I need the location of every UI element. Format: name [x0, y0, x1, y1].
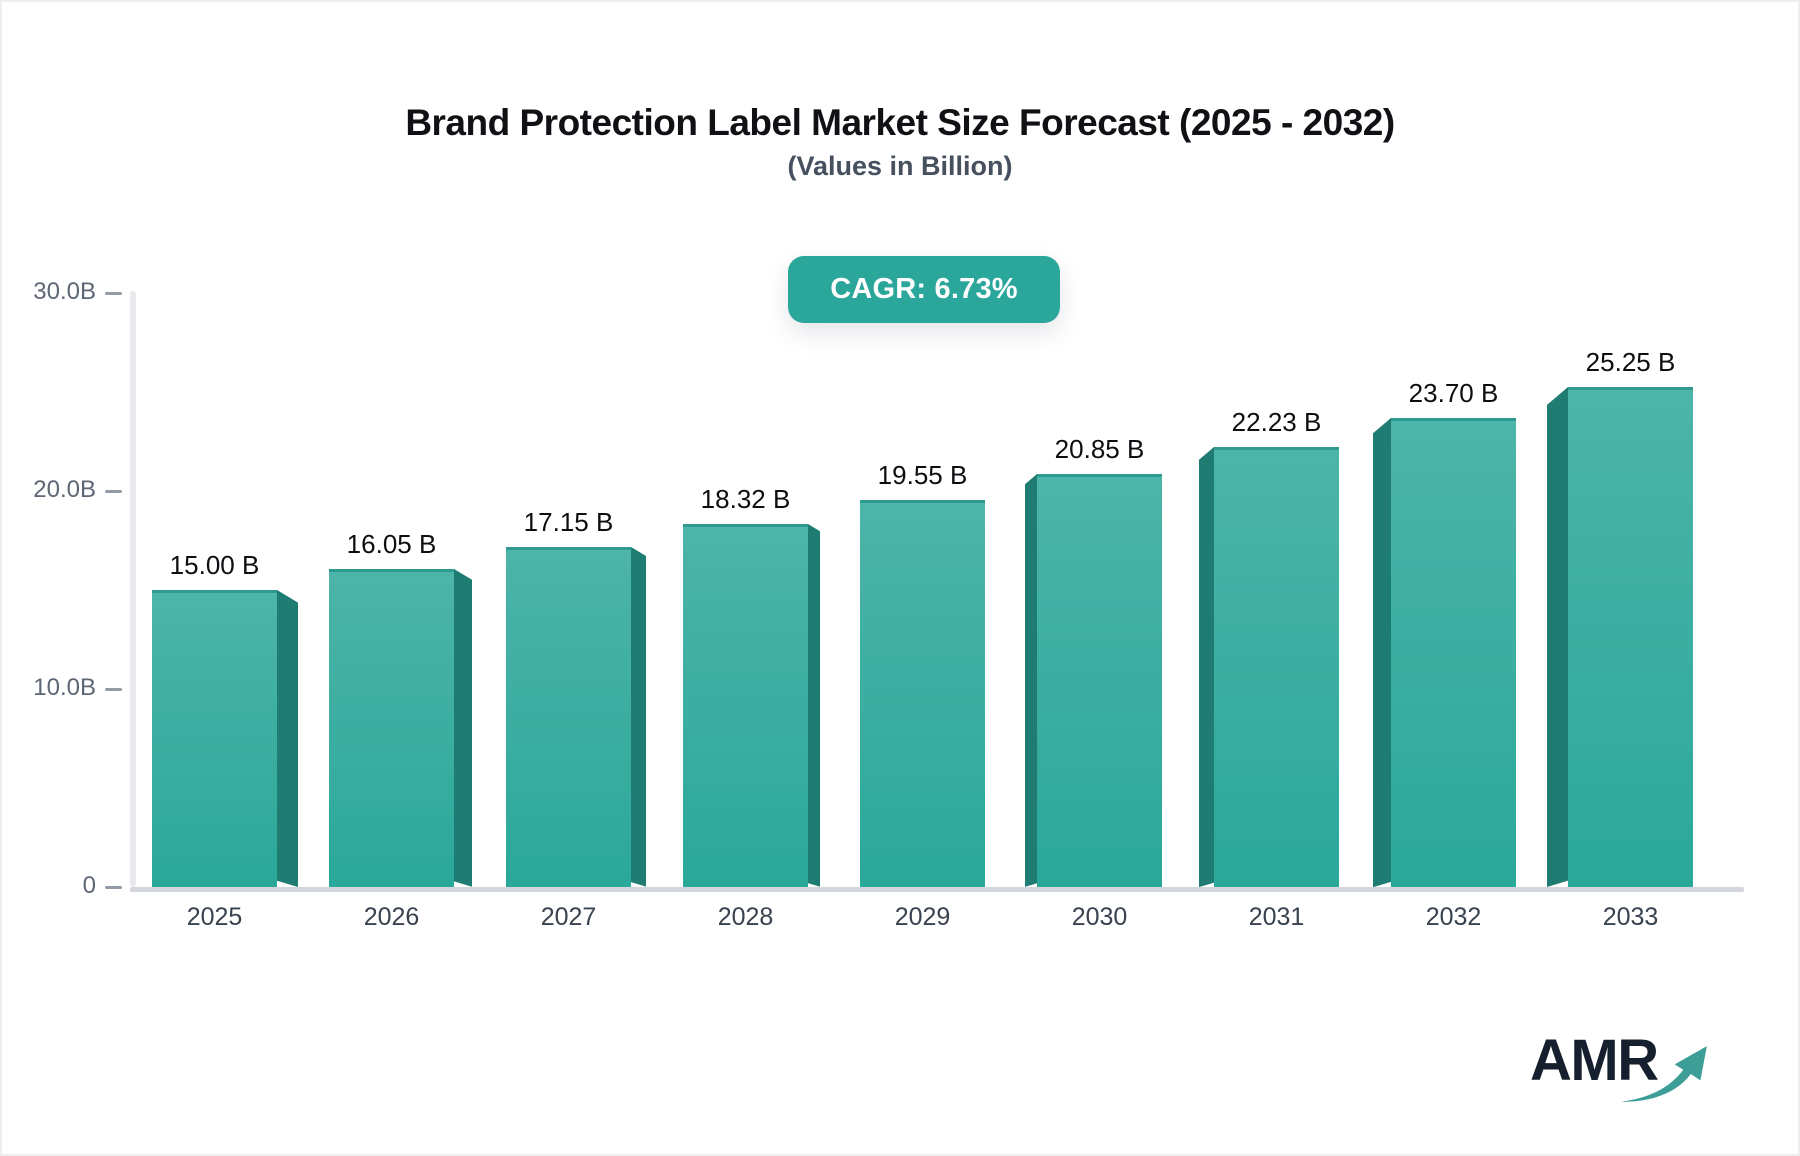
bar-side-face [454, 569, 472, 887]
y-axis-tick-mark [105, 292, 122, 295]
bar-front-face-2029 [860, 499, 985, 887]
bar-value-label: 23.70 B [1408, 377, 1499, 408]
bar-front-face-2028 [683, 524, 808, 887]
x-axis-label-2029: 2029 [894, 903, 951, 931]
chart-subtitle: (Values in Billion) [787, 151, 1013, 181]
bar-side-face [1025, 474, 1037, 887]
bar-value-label: 20.85 B [1054, 434, 1145, 465]
bar-front-face-2032 [1391, 417, 1516, 887]
bar-value-label: 18.32 B [700, 484, 791, 515]
bar-front-face-2031 [1214, 446, 1339, 887]
bar-front-face-2033 [1568, 387, 1693, 887]
bar-side-face [631, 547, 646, 887]
growth-arrow-icon [1621, 1046, 1707, 1102]
x-axis-label-2027: 2027 [540, 903, 597, 931]
x-axis-label-2026: 2026 [363, 903, 420, 931]
y-axis-tick-mark [105, 886, 122, 889]
chart-title: Brand Protection Label Market Size Forec… [405, 102, 1395, 143]
x-axis-label-2032: 2032 [1425, 903, 1482, 931]
x-axis-label-2031: 2031 [1248, 903, 1305, 931]
x-axis-line [130, 887, 1744, 892]
bar-side-face [1373, 417, 1391, 887]
y-axis-tick-mark [105, 688, 122, 691]
bar-side-face [808, 524, 820, 887]
bar-value-label: 25.25 B [1585, 347, 1676, 378]
bar-value-label: 15.00 B [169, 550, 260, 580]
y-axis-tick-label: 20.0B [33, 476, 96, 503]
bar-side-face [277, 590, 298, 887]
bar-front-face-2026 [329, 569, 454, 887]
x-axis-label-2028: 2028 [717, 903, 774, 931]
y-axis-tick-label: 0 [82, 872, 96, 899]
bar-value-label: 19.55 B [877, 459, 968, 490]
bar-front-face-2025 [152, 590, 277, 887]
bar-front-face-2027 [506, 547, 631, 887]
amr-logo-text: AMR [1530, 1028, 1659, 1093]
y-axis-tick-label: 30.0B [33, 278, 96, 305]
amr-logo: AMR [1530, 1032, 1760, 1118]
bar-value-label: 17.15 B [523, 507, 614, 538]
x-axis-label-2025: 2025 [186, 903, 243, 931]
x-axis-label-2030: 2030 [1071, 903, 1128, 931]
x-axis-label-2033: 2033 [1602, 903, 1659, 931]
bar-side-face [1547, 387, 1568, 887]
y-axis-tick-mark [105, 490, 122, 493]
y-axis-line [130, 291, 136, 887]
bar-front-face-2030 [1037, 474, 1162, 887]
bar-value-label: 22.23 B [1231, 406, 1322, 437]
bar-value-label: 16.05 B [346, 529, 437, 560]
bar-side-face [1199, 446, 1214, 887]
y-axis-tick-label: 10.0B [33, 674, 96, 701]
cagr-badge-label: CAGR: 6.73% [830, 273, 1018, 305]
cagr-badge: CAGR: 6.73% [788, 256, 1060, 323]
